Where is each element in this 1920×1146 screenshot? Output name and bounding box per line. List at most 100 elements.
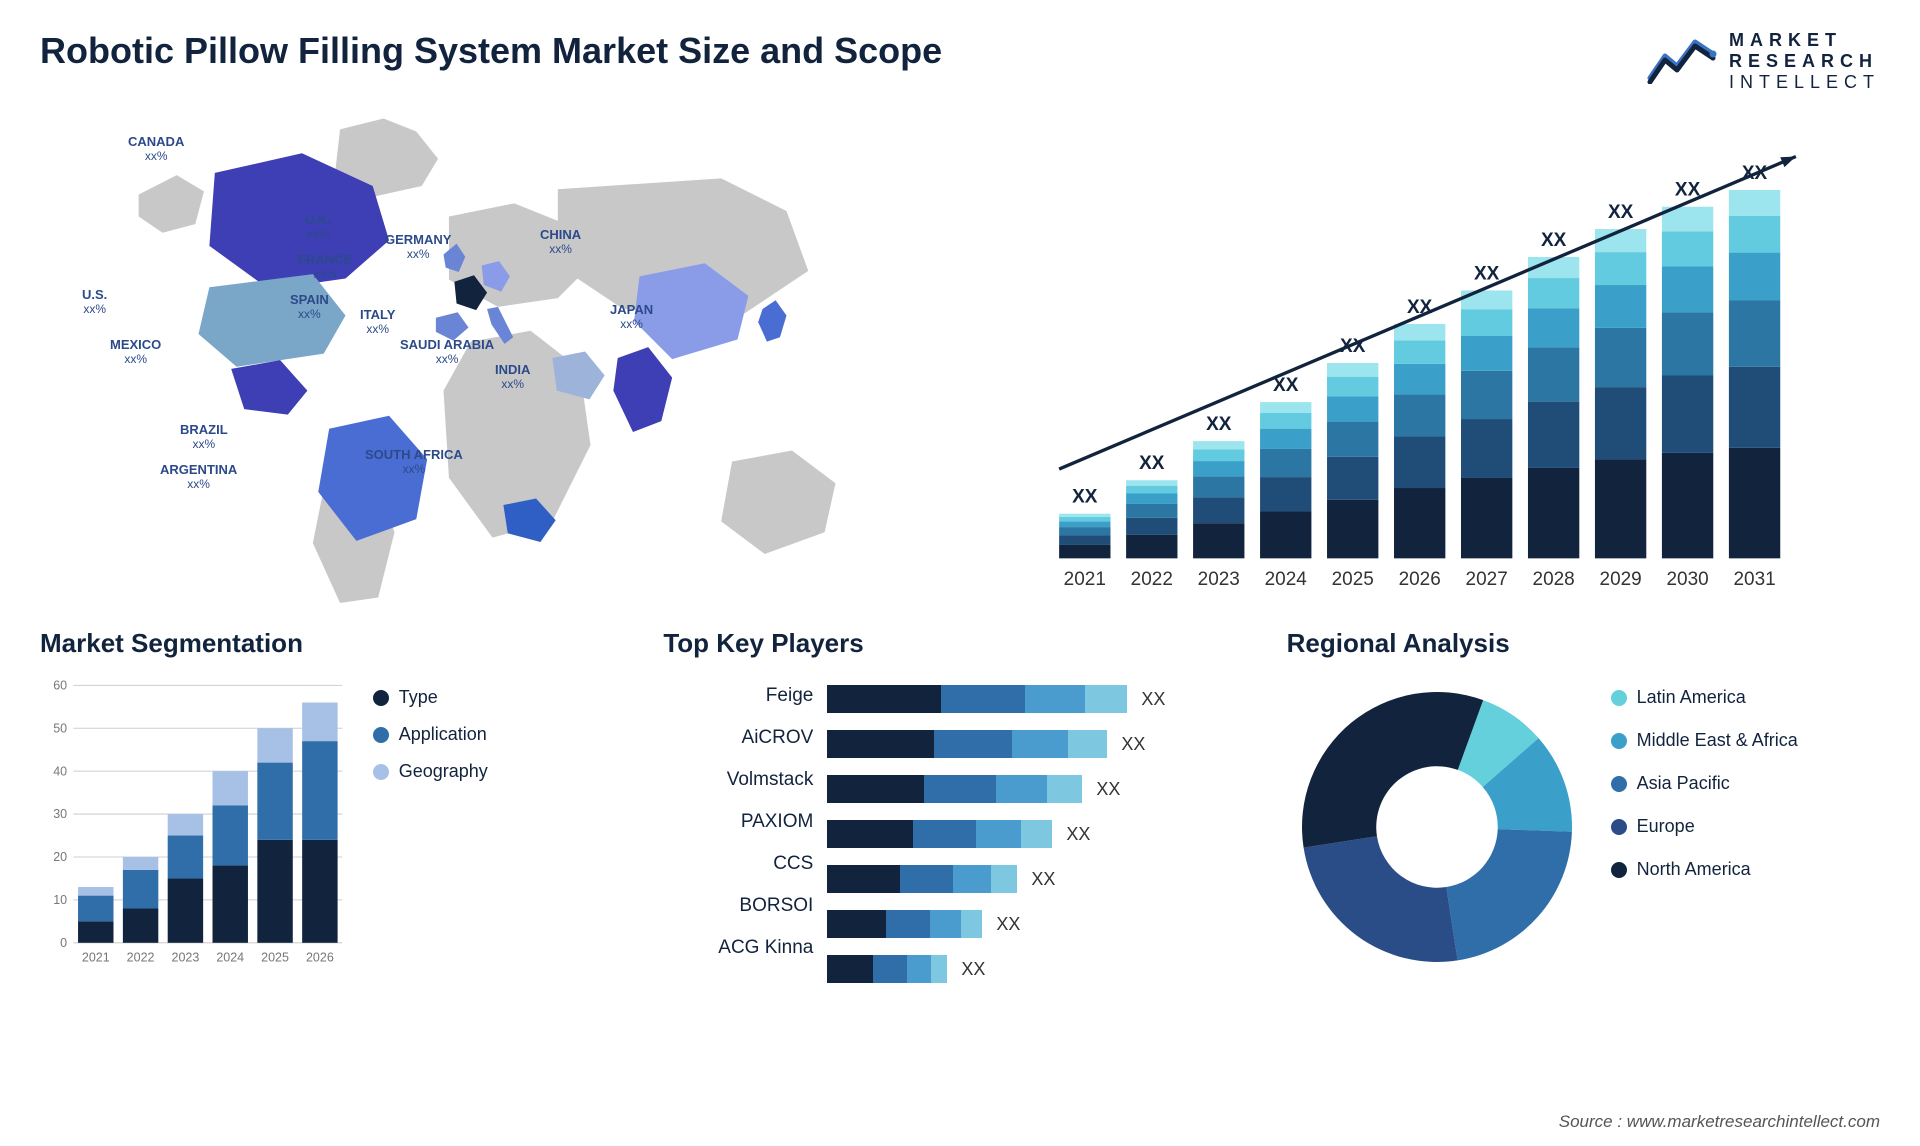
- map-label-pct: xx%: [128, 150, 184, 164]
- map-label: SOUTH AFRICAxx%: [365, 448, 463, 477]
- player-bar-segment: [930, 910, 961, 938]
- map-label-pct: xx%: [110, 353, 161, 367]
- player-value: XX: [1066, 824, 1090, 845]
- player-bar-segment: [941, 685, 1025, 713]
- legend-item: Europe: [1611, 816, 1798, 837]
- player-bar-segment: [886, 910, 929, 938]
- map-label: JAPANxx%: [610, 303, 653, 332]
- player-row: XX: [827, 730, 1256, 758]
- players-name-list: FeigeAiCROVVolmstackPAXIOMCCSBORSOIACG K…: [663, 677, 813, 983]
- legend-item: Middle East & Africa: [1611, 730, 1798, 751]
- player-name: Volmstack: [663, 769, 813, 791]
- svg-text:2028: 2028: [1533, 569, 1575, 590]
- svg-text:XX: XX: [1675, 180, 1701, 201]
- legend-dot-icon: [1611, 819, 1627, 835]
- logo-mark-icon: [1647, 34, 1717, 89]
- map-label-name: ARGENTINA: [160, 463, 237, 478]
- growth-chart-panel: 2021202220232024202520262027202820292030…: [975, 113, 1880, 603]
- svg-text:2023: 2023: [172, 951, 200, 965]
- player-value: XX: [1096, 779, 1120, 800]
- player-bar-segment: [1025, 685, 1085, 713]
- player-row: XX: [827, 775, 1256, 803]
- player-bar-segment: [913, 820, 976, 848]
- regional-legend: Latin America Middle East & Africa Asia Pa…: [1611, 677, 1798, 880]
- logo: MARKET RESEARCH INTELLECT: [1647, 30, 1880, 93]
- map-label-name: U.S.: [82, 288, 107, 303]
- map-label-name: SOUTH AFRICA: [365, 448, 463, 463]
- map-label-name: ITALY: [360, 308, 395, 323]
- players-bar-list: XXXXXXXXXXXXXX: [827, 677, 1256, 983]
- player-name: AiCROV: [663, 727, 813, 749]
- legend-item: Application: [373, 724, 634, 745]
- svg-text:50: 50: [53, 721, 67, 735]
- player-bar: [827, 685, 1127, 713]
- map-label-pct: xx%: [160, 478, 237, 492]
- svg-text:2022: 2022: [127, 951, 155, 965]
- player-bar-segment: [827, 865, 899, 893]
- player-bar-segment: [1021, 820, 1053, 848]
- player-bar-segment: [934, 730, 1012, 758]
- map-label-name: U.K.: [305, 213, 331, 228]
- svg-text:XX: XX: [1273, 375, 1299, 396]
- svg-text:30: 30: [53, 807, 67, 821]
- legend-dot-icon: [1611, 862, 1627, 878]
- map-label-name: SPAIN: [290, 293, 329, 308]
- svg-text:2025: 2025: [1332, 569, 1374, 590]
- player-bar-segment: [953, 865, 991, 893]
- logo-line-2: RESEARCH: [1729, 51, 1880, 72]
- map-label-name: FRANCE: [298, 253, 352, 268]
- player-value: XX: [1121, 734, 1145, 755]
- map-label-pct: xx%: [365, 463, 463, 477]
- svg-text:2026: 2026: [1399, 569, 1441, 590]
- player-bar: [827, 865, 1017, 893]
- map-label: ITALYxx%: [360, 308, 395, 337]
- svg-text:2024: 2024: [1265, 569, 1307, 590]
- legend-dot-icon: [373, 764, 389, 780]
- svg-text:XX: XX: [1742, 163, 1768, 184]
- svg-text:40: 40: [53, 764, 67, 778]
- legend-label: Geography: [399, 761, 488, 782]
- map-label-name: MEXICO: [110, 338, 161, 353]
- players-panel: Top Key Players FeigeAiCROVVolmstackPAXI…: [663, 628, 1256, 1058]
- player-row: XX: [827, 865, 1256, 893]
- players-title: Top Key Players: [663, 628, 1256, 659]
- player-bar-segment: [827, 730, 933, 758]
- map-label: INDIAxx%: [495, 363, 530, 392]
- logo-line-1: MARKET: [1729, 30, 1880, 51]
- legend-label: Application: [399, 724, 487, 745]
- svg-text:XX: XX: [1541, 230, 1567, 251]
- svg-text:2024: 2024: [216, 951, 244, 965]
- map-label-pct: xx%: [360, 323, 395, 337]
- player-bar-segment: [924, 775, 995, 803]
- player-value: XX: [1141, 689, 1165, 710]
- player-bar: [827, 955, 947, 983]
- player-bar-segment: [873, 955, 907, 983]
- growth-stacked-bar-chart: 2021202220232024202520262027202820292030…: [975, 123, 1880, 603]
- player-name: PAXIOM: [663, 811, 813, 833]
- svg-text:2023: 2023: [1198, 569, 1240, 590]
- svg-text:XX: XX: [1474, 263, 1500, 284]
- player-bar-segment: [827, 955, 873, 983]
- map-label: ARGENTINAxx%: [160, 463, 237, 492]
- legend-item: Latin America: [1611, 687, 1798, 708]
- map-label-name: SAUDI ARABIA: [400, 338, 494, 353]
- player-bar-segment: [1012, 730, 1068, 758]
- regional-panel: Regional Analysis Latin AmericaMiddle Ea…: [1287, 628, 1880, 1058]
- legend-dot-icon: [1611, 690, 1627, 706]
- map-label-name: JAPAN: [610, 303, 653, 318]
- map-label-name: GERMANY: [385, 233, 451, 248]
- legend-item: Asia Pacific: [1611, 773, 1798, 794]
- map-label: SAUDI ARABIAxx%: [400, 338, 494, 367]
- player-bar-segment: [1068, 730, 1107, 758]
- player-bar-segment: [996, 775, 1047, 803]
- source-attribution: Source : www.marketresearchintellect.com: [1559, 1112, 1880, 1132]
- player-bar-segment: [827, 910, 886, 938]
- logo-text: MARKET RESEARCH INTELLECT: [1729, 30, 1880, 93]
- players-content: FeigeAiCROVVolmstackPAXIOMCCSBORSOIACG K…: [663, 677, 1256, 983]
- svg-text:2030: 2030: [1666, 569, 1708, 590]
- map-label: U.K.xx%: [305, 213, 331, 242]
- bottom-row: Market Segmentation 20212022202320242025…: [40, 628, 1880, 1058]
- legend-label: North America: [1637, 859, 1751, 880]
- world-map-panel: CANADAxx%U.S.xx%MEXICOxx%BRAZILxx%ARGENT…: [40, 113, 945, 603]
- player-name: ACG Kinna: [663, 937, 813, 959]
